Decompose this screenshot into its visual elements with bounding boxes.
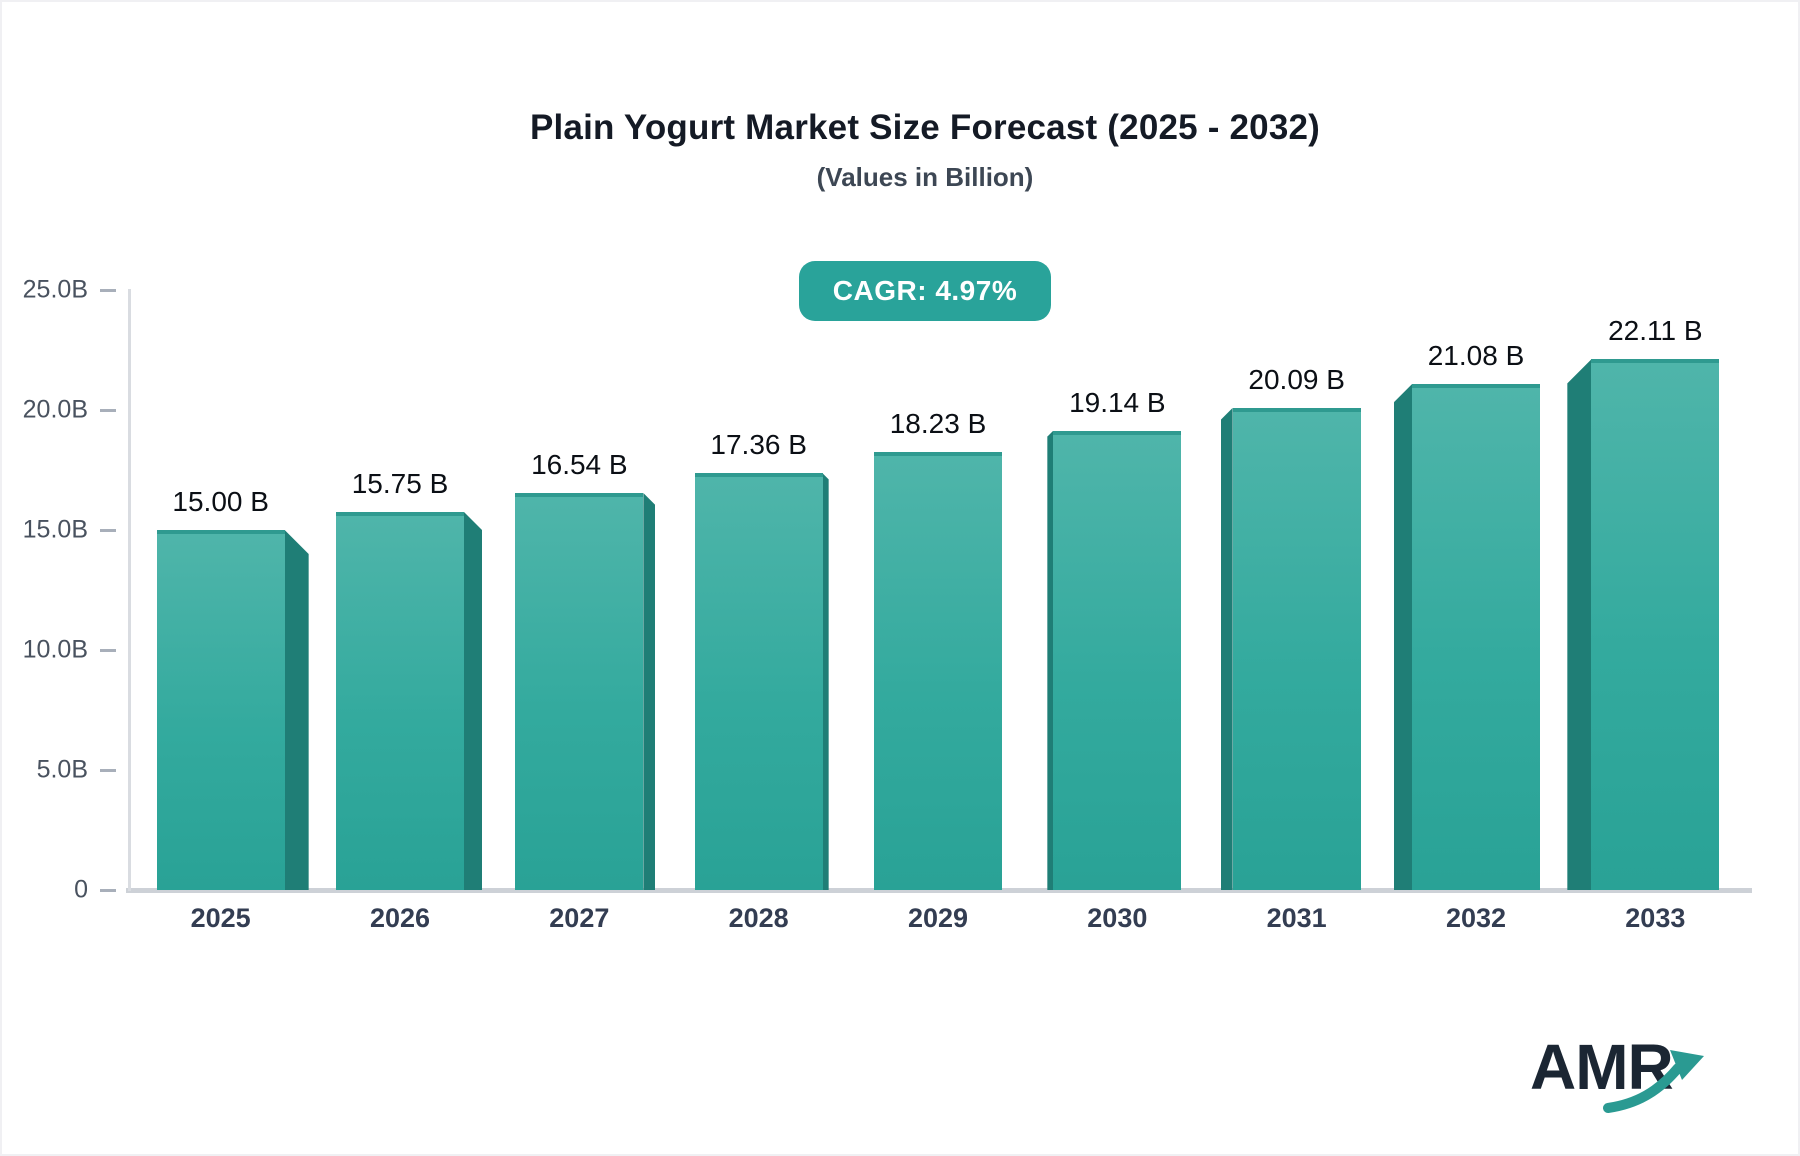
bar-value-label: 15.75 B (351, 468, 449, 499)
y-axis-tick (100, 649, 116, 652)
bar-front (1591, 359, 1720, 890)
y-axis-tick-label: 20.0B (22, 395, 88, 424)
bar-value-label: 21.08 B (1427, 340, 1525, 372)
bar-value-label: 15.00 B (172, 486, 269, 517)
bar-front (1412, 384, 1540, 890)
bar-side (1220, 407, 1233, 890)
bar-front (694, 473, 823, 890)
x-axis-line (126, 888, 1752, 893)
y-axis-tick-label: 10.0B (22, 635, 88, 664)
bar-side (822, 473, 829, 890)
bar-side (1567, 359, 1592, 890)
x-axis-label: 2026 (369, 903, 431, 933)
y-axis-tick-label: 15.0B (22, 515, 88, 544)
x-axis-label: 2025 (190, 903, 251, 933)
bar-front (156, 530, 285, 890)
y-axis-tick-label: 0 (74, 875, 88, 904)
cagr-badge: CAGR: 4.97% (798, 261, 1052, 321)
amr-logo-arrow-icon (1603, 1050, 1704, 1113)
bar-value-label: 22.11 B (1608, 315, 1703, 347)
y-axis-line (128, 289, 131, 891)
x-axis-label: 2031 (1266, 903, 1327, 933)
bar-side (1394, 384, 1412, 890)
bar-value-label: 19.14 B (1069, 386, 1166, 418)
y-axis-tick (100, 409, 116, 412)
bar-value-label: 16.54 B (531, 449, 628, 481)
amr-logo: AMR (1530, 1032, 1730, 1122)
bar-front (515, 493, 644, 890)
bar-value-label: 20.09 B (1248, 363, 1345, 395)
y-axis-tick (100, 769, 116, 772)
y-axis-tick (100, 889, 116, 892)
cagr-badge-wrap: CAGR: 4.97% (50, 261, 1800, 321)
chart-title: Plain Yogurt Market Size Forecast (2025 … (529, 108, 1321, 147)
y-axis-tick (100, 289, 116, 292)
x-axis-label: 2028 (728, 903, 789, 933)
x-axis-label: 2033 (1625, 903, 1686, 933)
bar-value-label: 17.36 B (710, 429, 807, 461)
x-axis-label: 2032 (1445, 903, 1507, 933)
bar-side (643, 493, 656, 890)
x-axis-label: 2027 (549, 903, 610, 933)
chart-header: Plain Yogurt Market Size Forecast (2025 … (0, 108, 1800, 193)
bar-front (1232, 407, 1361, 890)
bar-front (336, 512, 464, 890)
bar-side (284, 530, 309, 890)
bar-value-label: 18.23 B (889, 408, 987, 440)
y-axis-tick-label: 25.0B (22, 275, 88, 304)
bar-side (1047, 430, 1054, 890)
cagr-badge-label: CAGR: 4.97% (832, 275, 1018, 306)
bar-front (874, 452, 1002, 890)
bar-front (1053, 430, 1182, 890)
bar-side (464, 512, 482, 890)
x-axis-label: 2030 (1087, 903, 1148, 933)
y-axis-tick-label: 5.0B (36, 755, 88, 784)
y-axis-tick (100, 529, 116, 532)
x-axis-label: 2029 (907, 903, 969, 933)
chart-subtitle: (Values in Billion) (816, 162, 1034, 192)
